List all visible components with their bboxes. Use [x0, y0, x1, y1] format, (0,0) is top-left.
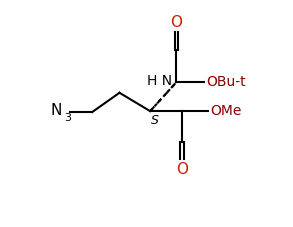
Text: H N: H N — [147, 74, 172, 89]
Text: O: O — [176, 162, 188, 177]
Text: OMe: OMe — [210, 104, 242, 118]
Text: 3: 3 — [64, 113, 71, 123]
Text: N: N — [50, 103, 62, 118]
Text: S: S — [151, 114, 159, 127]
Text: O: O — [170, 15, 182, 30]
Text: OBu-t: OBu-t — [206, 75, 246, 89]
